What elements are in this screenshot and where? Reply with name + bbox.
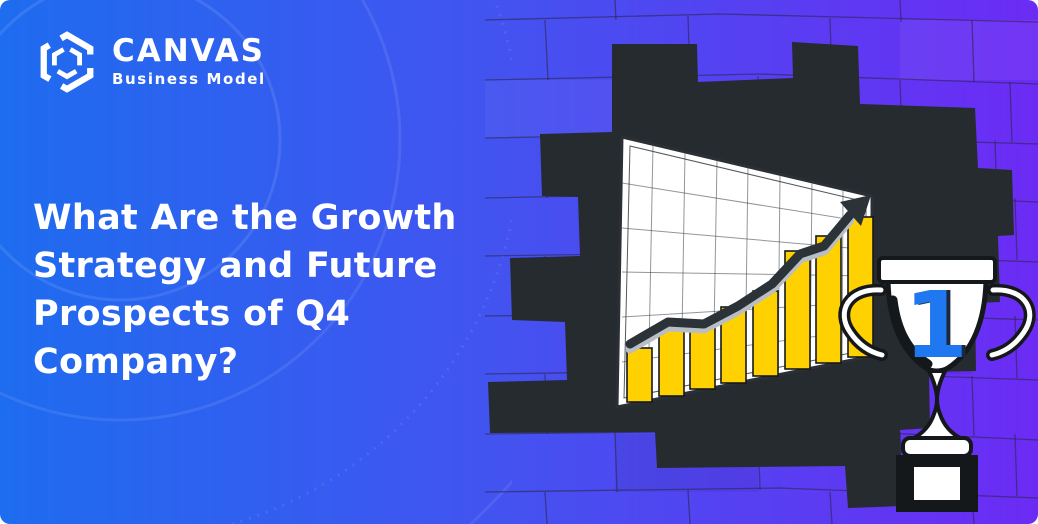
trophy: 1 1 bbox=[838, 256, 1036, 512]
chart-bar bbox=[626, 347, 653, 403]
trophy-cup-shading bbox=[888, 295, 933, 369]
rising-arrow bbox=[625, 195, 871, 354]
logo-tagline: Business Model bbox=[112, 70, 266, 88]
trophy-rank-number: 1 bbox=[904, 272, 968, 379]
arrow-head bbox=[840, 195, 871, 226]
concentric-arcs bbox=[0, 0, 880, 524]
hexagon-swirl-icon bbox=[40, 31, 94, 93]
trophy-pedestal-plate bbox=[914, 467, 960, 500]
headline-line: Strategy and Future bbox=[33, 246, 438, 286]
chart-bar bbox=[752, 290, 779, 377]
logo: CANVAS Business Model bbox=[36, 30, 266, 94]
chart-bar bbox=[815, 235, 842, 364]
headline-line: What Are the Growth bbox=[33, 198, 457, 238]
headline-line: Prospects of Q4 bbox=[33, 294, 351, 334]
growth-chart bbox=[615, 135, 874, 409]
trophy-collar bbox=[901, 436, 973, 458]
trophy-rank-shadow: 1 bbox=[908, 272, 972, 379]
trophy-rim bbox=[877, 256, 997, 284]
logo-brand: CANVAS bbox=[112, 33, 265, 69]
headline-line: Company? bbox=[33, 342, 239, 382]
headline: What Are the Growth Strategy and Future … bbox=[33, 194, 503, 386]
chart-bar bbox=[658, 325, 685, 397]
logo-text: CANVAS Business Model bbox=[112, 33, 266, 89]
